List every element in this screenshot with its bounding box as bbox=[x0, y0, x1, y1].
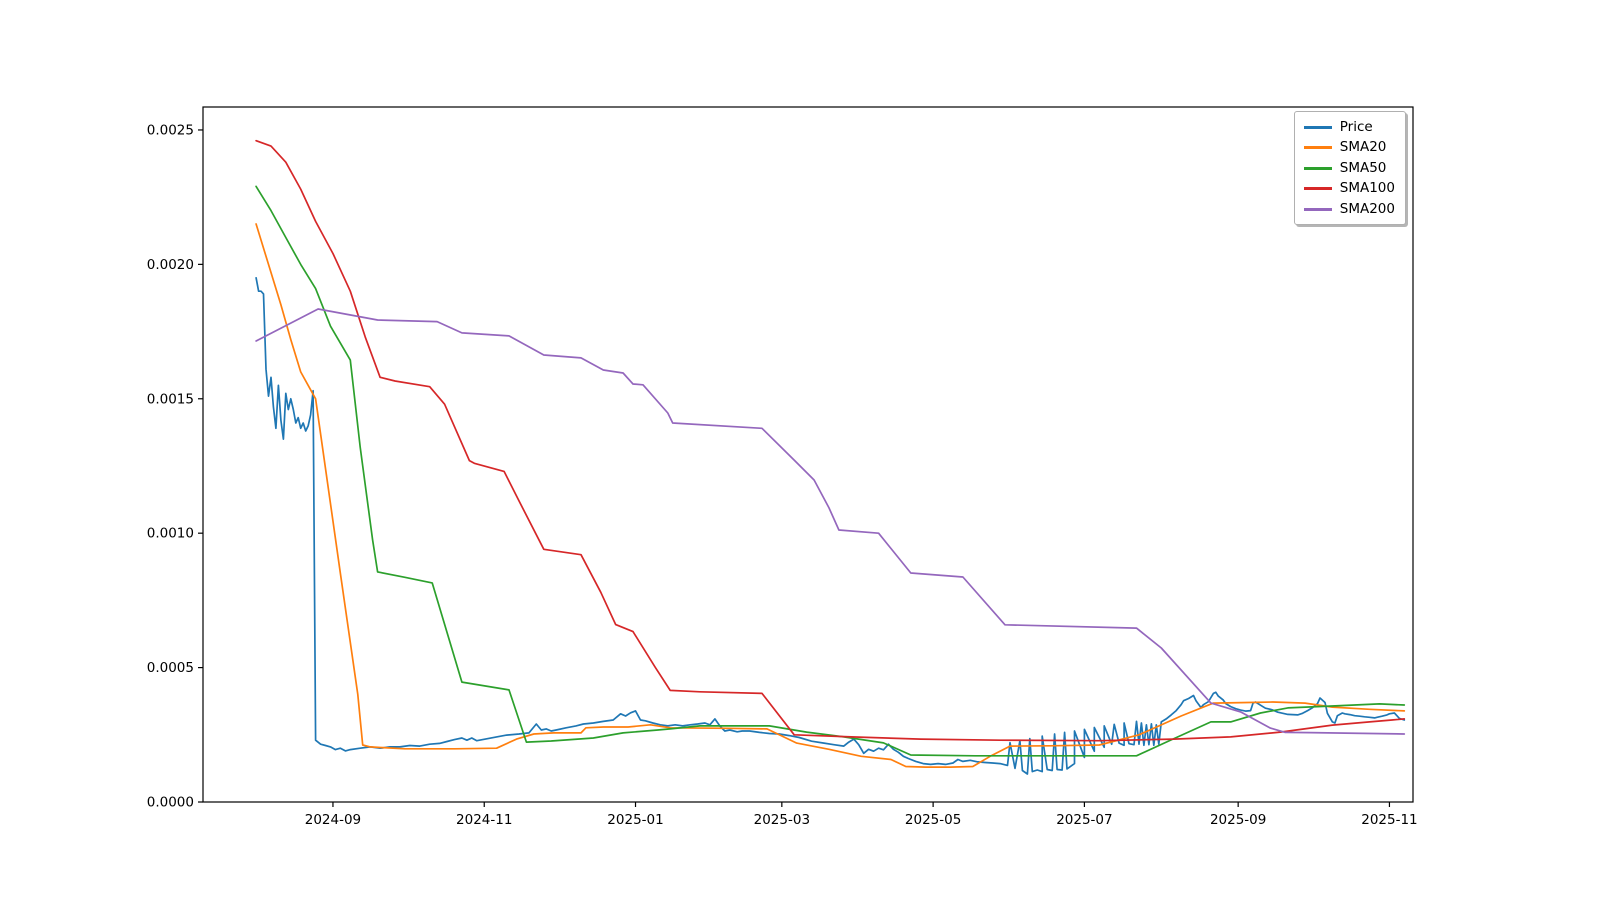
series-line-sma50 bbox=[255, 185, 1406, 757]
series-line-price bbox=[255, 276, 1406, 775]
y-tick-label: 0.0010 bbox=[147, 526, 194, 542]
legend-item-price: Price bbox=[1303, 117, 1395, 138]
series-line-sma200 bbox=[255, 308, 1406, 735]
legend-label-sma50: SMA50 bbox=[1339, 159, 1387, 176]
series-line-sma20 bbox=[255, 223, 1406, 768]
legend-label-sma100: SMA100 bbox=[1339, 180, 1395, 196]
legend-label-price: Price bbox=[1339, 118, 1373, 135]
legend-item-sma200: SMA200 bbox=[1303, 199, 1395, 220]
series-line-sma100 bbox=[255, 139, 1406, 742]
legend-swatch-price-line bbox=[1303, 125, 1332, 129]
y-tick-label: 0.0025 bbox=[147, 122, 194, 138]
y-tick-label: 0.0020 bbox=[147, 257, 194, 273]
y-tick-label: 0.0015 bbox=[147, 391, 194, 407]
x-tick-label: 2025-03 bbox=[754, 812, 810, 828]
x-tick-label: 2025-09 bbox=[1210, 812, 1266, 828]
legend-item-sma20: SMA20 bbox=[1303, 138, 1395, 159]
x-tick-label: 2025-01 bbox=[607, 812, 663, 828]
y-tick-label: 0.0000 bbox=[147, 795, 194, 811]
x-tick-label: 2024-09 bbox=[305, 812, 361, 828]
x-tick-label: 2024-11 bbox=[456, 812, 512, 828]
legend-swatch-sma200-line bbox=[1303, 207, 1332, 211]
legend: Price SMA20 SMA50 SMA100 SMA200 bbox=[1293, 111, 1406, 225]
legend-swatch-sma50-line bbox=[1303, 166, 1332, 170]
x-tick-label: 2025-11 bbox=[1361, 812, 1417, 828]
legend-item-sma50: SMA50 bbox=[1303, 158, 1395, 179]
y-tick-label: 0.0005 bbox=[147, 660, 194, 676]
legend-swatch-sma20-line bbox=[1303, 146, 1332, 150]
plot-frame bbox=[202, 106, 1414, 803]
legend-item-sma100: SMA100 bbox=[1303, 179, 1395, 200]
legend-label-sma200: SMA200 bbox=[1339, 200, 1395, 217]
x-tick-label: 2025-07 bbox=[1056, 812, 1112, 828]
x-tick-label: 2025-05 bbox=[905, 812, 961, 828]
legend-swatch-sma100-line bbox=[1303, 187, 1332, 191]
legend-label-sma20: SMA20 bbox=[1339, 139, 1387, 155]
